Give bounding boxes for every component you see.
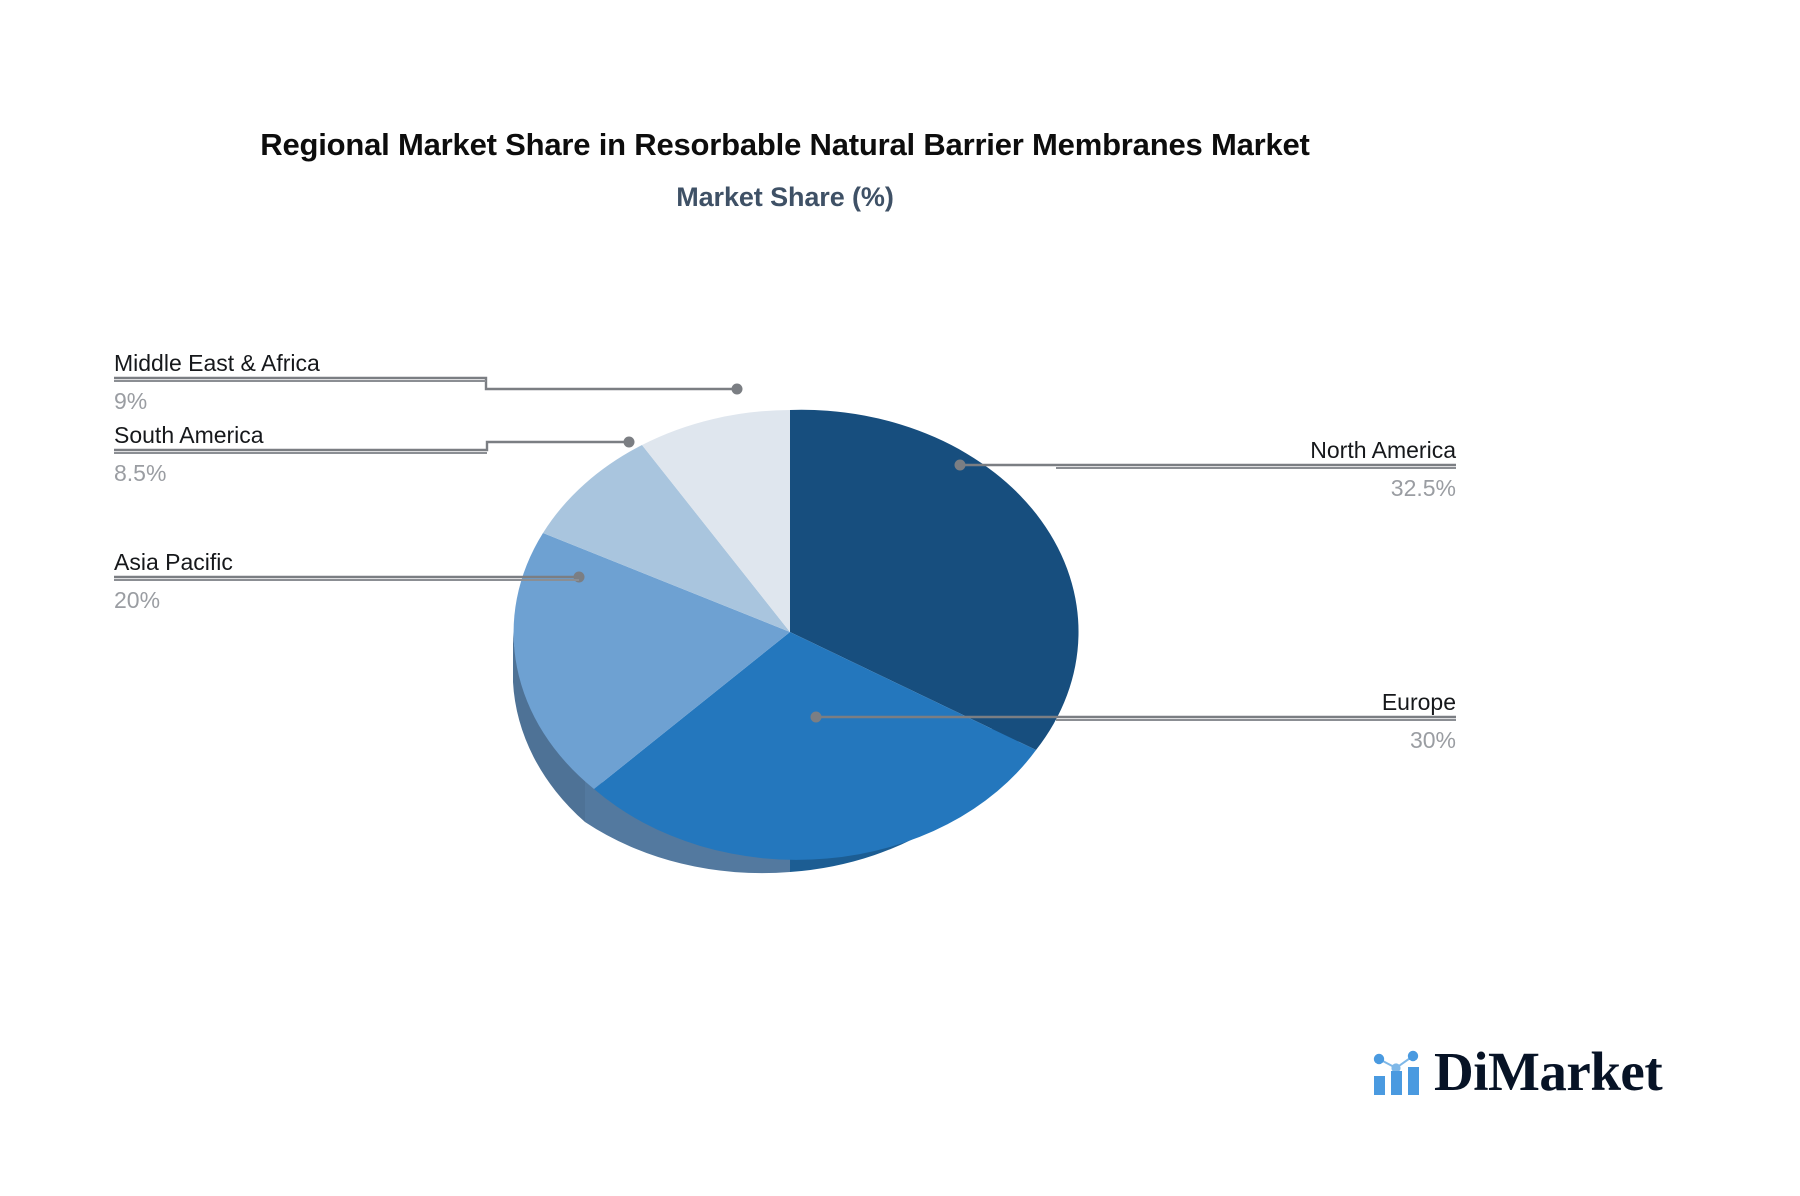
anchor-dot-south-america xyxy=(623,436,635,448)
anchor-dot-middle-east-africa xyxy=(731,383,743,395)
callout-rule-europe xyxy=(1056,719,1456,721)
callout-middle-east-africa[interactable]: Middle East & Africa 9% xyxy=(114,348,486,417)
side-wall-asia-pacific xyxy=(585,772,790,874)
callout-value-asia-pacific: 20% xyxy=(114,587,161,613)
pie-3d-side-walls xyxy=(513,632,1067,874)
chart-subtitle: Market Share (%) xyxy=(676,182,894,212)
callout-label-asia-pacific: Asia Pacific xyxy=(114,549,233,575)
callout-value-south-america: 8.5% xyxy=(114,460,167,486)
callout-north-america[interactable]: North America 32.5% xyxy=(1056,435,1456,504)
chart-title: Regional Market Share in Resorbable Natu… xyxy=(260,127,1310,162)
leader-anchor-dots xyxy=(573,383,966,723)
callout-value-north-america: 32.5% xyxy=(1390,475,1456,501)
side-wall-europe xyxy=(790,650,1036,872)
anchor-dot-europe xyxy=(810,711,822,723)
anchor-dot-north-america xyxy=(954,459,966,471)
pie-top-face xyxy=(513,409,1079,860)
slice-south-america[interactable] xyxy=(543,445,790,632)
side-wall-north-america xyxy=(1036,632,1067,700)
callout-rule-north-america xyxy=(1056,467,1456,469)
callout-label-south-america: South America xyxy=(114,422,264,448)
dimarket-logo[interactable]: DiMarket xyxy=(1371,1040,1663,1102)
callout-rule-asia-pacific xyxy=(114,579,579,581)
callout-value-europe: 30% xyxy=(1409,727,1456,753)
callout-label-europe: Europe xyxy=(1381,689,1456,715)
callout-rule-middle-east-africa xyxy=(114,380,486,382)
callout-asia-pacific[interactable]: Asia Pacific 20% xyxy=(114,547,579,616)
callout-label-north-america: North America xyxy=(1310,437,1456,463)
slice-middle-east-africa[interactable] xyxy=(642,410,790,632)
callout-south-america[interactable]: South America 8.5% xyxy=(114,420,487,489)
callout-europe[interactable]: Europe 30% xyxy=(1056,687,1456,756)
logo-wordmark: DiMarket xyxy=(1434,1040,1663,1102)
slice-europe[interactable] xyxy=(594,632,1036,860)
slice-north-america[interactable] xyxy=(790,409,1079,750)
side-wall-asia-pacific-left xyxy=(513,632,585,822)
callout-label-middle-east-africa: Middle East & Africa xyxy=(114,350,320,376)
callout-rule-south-america xyxy=(114,452,487,454)
callout-value-middle-east-africa: 9% xyxy=(114,388,148,414)
bar-chart-logo-icon xyxy=(1373,1050,1419,1095)
